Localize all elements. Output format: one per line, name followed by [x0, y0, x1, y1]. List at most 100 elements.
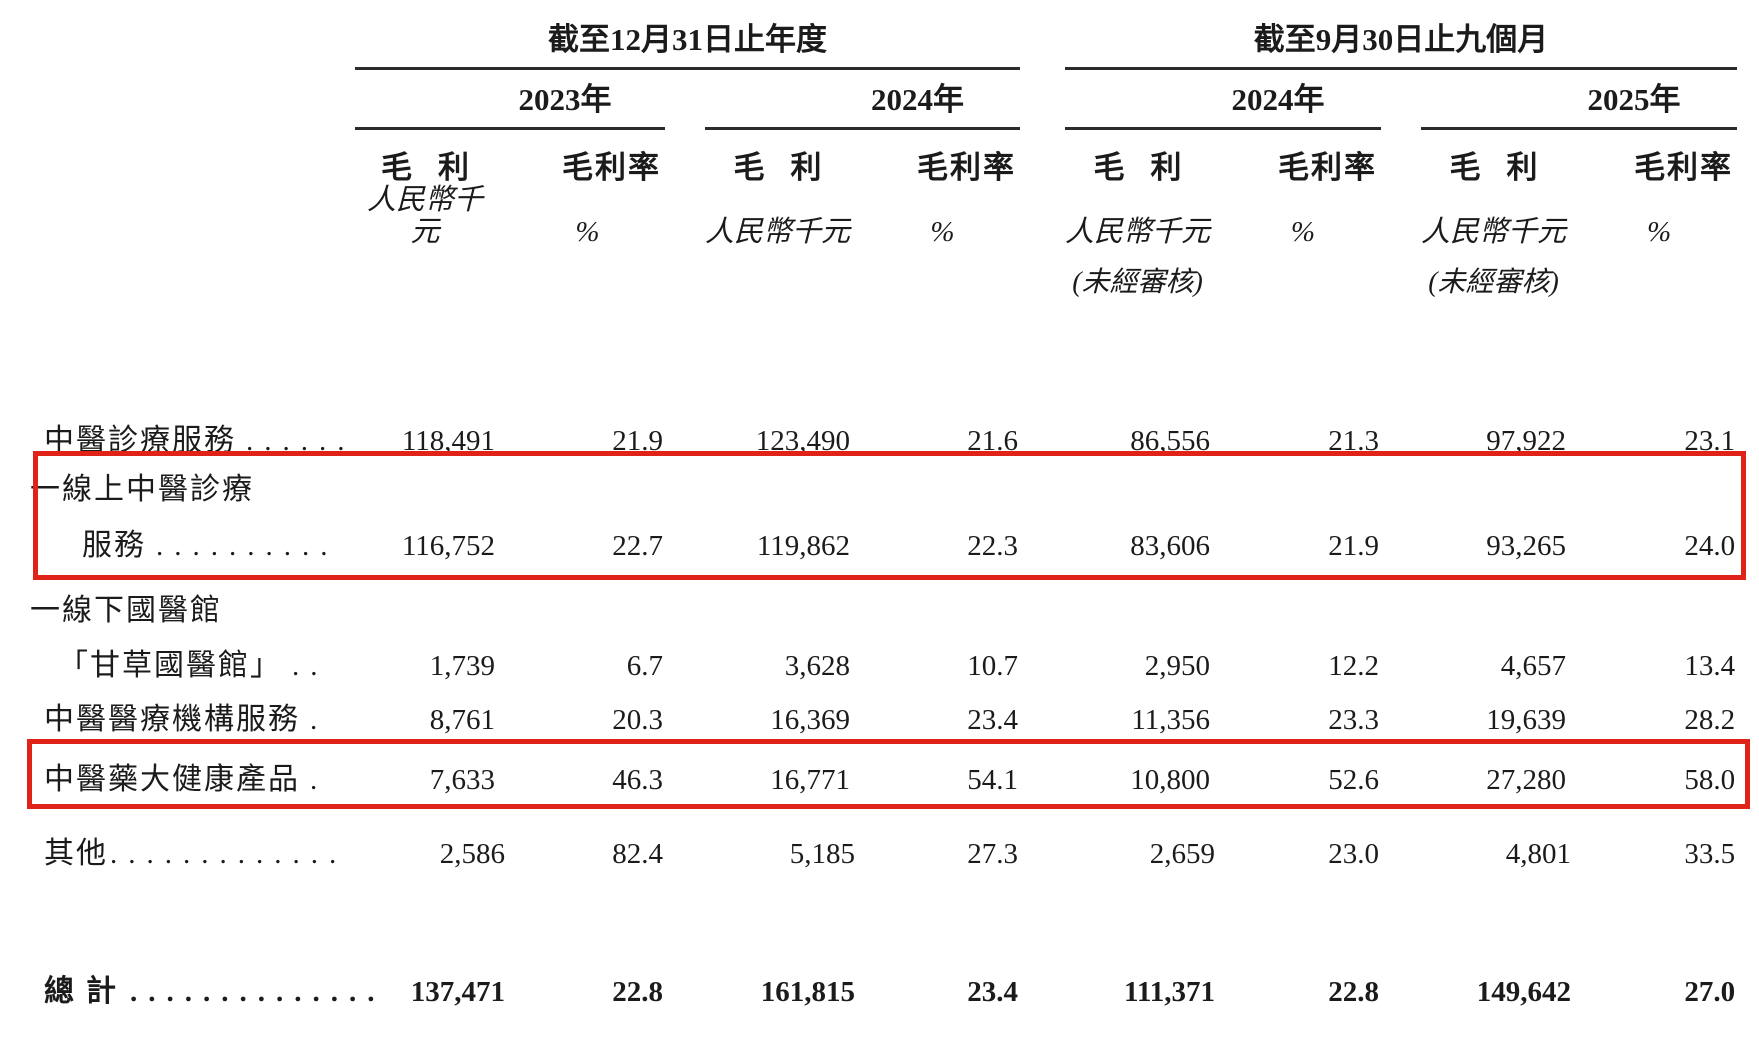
row-label: 其他............. — [44, 836, 348, 870]
measure-header-row: 毛利 毛利率 毛利 毛利率 毛利 毛利率 毛利 毛利率 — [0, 128, 1737, 185]
cell-value: 10.7 — [967, 649, 1019, 682]
unit-label-2023: 人民幣千元 — [366, 184, 483, 248]
cell-value: 27.3 — [967, 837, 1019, 870]
cell-value: 24.0 — [1684, 529, 1736, 562]
col-header-gp-2024-9m: 毛利 — [1093, 149, 1208, 185]
cell-value: 97,922 — [1486, 424, 1567, 457]
row-label: 一線上中醫診療 — [30, 472, 254, 506]
cell-value: 23.4 — [967, 703, 1019, 736]
cell-value: 123,490 — [755, 424, 850, 457]
unit-label-2025-9m: 人民幣千元 — [1421, 215, 1567, 248]
cell-value: 54.1 — [967, 763, 1019, 796]
dot-leader: .......... — [156, 529, 339, 562]
cell-value: 1,739 — [429, 649, 495, 682]
year-header-2024: 2024年 — [705, 68, 1021, 130]
cell-value: 27.0 — [1684, 975, 1736, 1008]
table-row-total: 總計.............. 137,471 22.8 161,815 23… — [0, 871, 1737, 1009]
cell-value: 23.3 — [1328, 703, 1380, 736]
col-header-gpm-2023: 毛利率 — [562, 149, 661, 185]
table-row-offline-clinics-line2: 「甘草國醫館」.. 1,739 6.7 3,628 10.7 2,950 12.… — [0, 627, 1737, 683]
cell-value: 22.8 — [1328, 975, 1380, 1008]
cell-value: 6.7 — [626, 649, 663, 682]
unaudited-row: (未經審核) (未經審核) — [0, 249, 1737, 299]
cell-value: 22.7 — [612, 529, 663, 562]
cell-value: 21.3 — [1328, 424, 1380, 457]
row-label: 中醫藥大健康產品. — [44, 762, 329, 796]
table-row-health-products: 中醫藥大健康產品. 7,633 46.3 16,771 54.1 10,800 … — [0, 737, 1737, 797]
table-row-offline-clinics-line1: 一線下國醫館 — [0, 563, 1737, 627]
table-row-tcm-diagnosis: 中醫診療服務...... 118,491 21.9 123,490 21.6 8… — [0, 409, 1737, 458]
cell-value: 20.3 — [612, 703, 663, 736]
cell-value: 27,280 — [1486, 763, 1567, 796]
cell-value: 21.9 — [1328, 529, 1380, 562]
dot-leader: .............. — [130, 975, 386, 1008]
cell-value: 52.6 — [1328, 763, 1380, 796]
col-header-gp-2025-9m: 毛利 — [1449, 149, 1564, 185]
unaudited-label-2024-9m: (未經審核) — [1072, 266, 1203, 298]
cell-value: 137,471 — [410, 975, 505, 1008]
cell-value: 2,659 — [1149, 837, 1216, 870]
cell-value: 161,815 — [760, 975, 855, 1008]
row-label: 一線下國醫館 — [30, 593, 222, 627]
cell-value: 13.4 — [1684, 649, 1736, 682]
unit-label-2024-9m: 人民幣千元 — [1065, 215, 1211, 248]
cell-value: 7,633 — [429, 763, 495, 796]
cell-value: 116,752 — [401, 529, 495, 562]
cell-value: 19,639 — [1486, 703, 1567, 736]
cell-value: 4,657 — [1500, 649, 1567, 682]
cell-value: 12.2 — [1328, 649, 1380, 682]
gross-profit-table: 截至12月31日止年度 截至9月30日止九個月 2023年 2024年 2024… — [0, 0, 1738, 1009]
year-header-row: 2023年 2024年 2024年 2025年 — [0, 68, 1738, 130]
year-header-2025-9m: 2025年 — [1421, 68, 1738, 130]
cell-value: 23.1 — [1684, 424, 1736, 457]
year-header-2024-9m: 2024年 — [1065, 68, 1382, 130]
pct-label-2024: % — [930, 215, 955, 248]
cell-value: 10,800 — [1130, 763, 1211, 796]
dot-leader: . — [310, 703, 329, 736]
corner-spacer — [0, 0, 355, 68]
dot-leader: . — [310, 763, 329, 796]
cell-value: 23.4 — [967, 975, 1019, 1008]
cell-value: 2,950 — [1144, 649, 1211, 682]
pct-label-2025-9m: % — [1646, 215, 1672, 248]
cell-value: 22.8 — [612, 975, 663, 1008]
col-header-gp-2023: 毛利 — [381, 149, 495, 185]
cell-value: 83,606 — [1130, 529, 1211, 562]
cell-value: 93,265 — [1486, 529, 1567, 562]
cell-value: 16,369 — [770, 703, 850, 736]
cell-value: 4,801 — [1505, 837, 1572, 870]
year-header-2023: 2023年 — [355, 68, 665, 130]
row-label: 服務.......... — [82, 528, 339, 562]
spacer-row — [0, 299, 1737, 409]
pct-label-2023: % — [575, 215, 600, 248]
row-label: 中醫診療服務...... — [44, 423, 356, 457]
cell-value: 22.3 — [967, 529, 1019, 562]
row-label: 總計.............. — [44, 974, 386, 1008]
dot-leader: .. — [292, 649, 329, 682]
period-header-fy: 截至12月31日止年度 — [355, 0, 1021, 70]
table-row-online-services-line1: 一線上中醫診療 — [0, 458, 1737, 506]
group-gap — [1020, 0, 1065, 68]
row-label: 中醫醫療機構服務. — [44, 702, 329, 736]
cell-value: 16,771 — [770, 763, 850, 796]
cell-value: 149,642 — [1476, 975, 1572, 1008]
dot-leader: ............. — [110, 837, 348, 870]
cell-value: 111,371 — [1123, 975, 1216, 1008]
cell-value: 86,556 — [1130, 424, 1211, 457]
unit-header-row: 人民幣千元 % 人民幣千元 % 人民幣千元 % 人民幣千元 % — [0, 184, 1737, 249]
table-row-other: 其他............. 2,586 82.4 5,185 27.3 2,… — [0, 797, 1737, 871]
cell-value: 46.3 — [612, 763, 663, 796]
unit-label-2024: 人民幣千元 — [705, 215, 851, 248]
table-row-online-services-line2: 服務.......... 116,752 22.7 119,862 22.3 8… — [0, 506, 1737, 563]
cell-value: 28.2 — [1684, 703, 1736, 736]
cell-value: 21.6 — [967, 424, 1019, 457]
cell-value: 58.0 — [1684, 763, 1736, 796]
col-header-gpm-2024: 毛利率 — [917, 149, 1017, 185]
dot-leader: ...... — [246, 424, 356, 457]
row-label: 「甘草國醫館」.. — [58, 648, 329, 682]
cell-value: 33.5 — [1684, 837, 1736, 870]
cell-value: 8,761 — [429, 703, 495, 736]
col-header-gp-2024: 毛利 — [733, 149, 848, 185]
period-group-header-row: 截至12月31日止年度 截至9月30日止九個月 — [0, 0, 1738, 70]
